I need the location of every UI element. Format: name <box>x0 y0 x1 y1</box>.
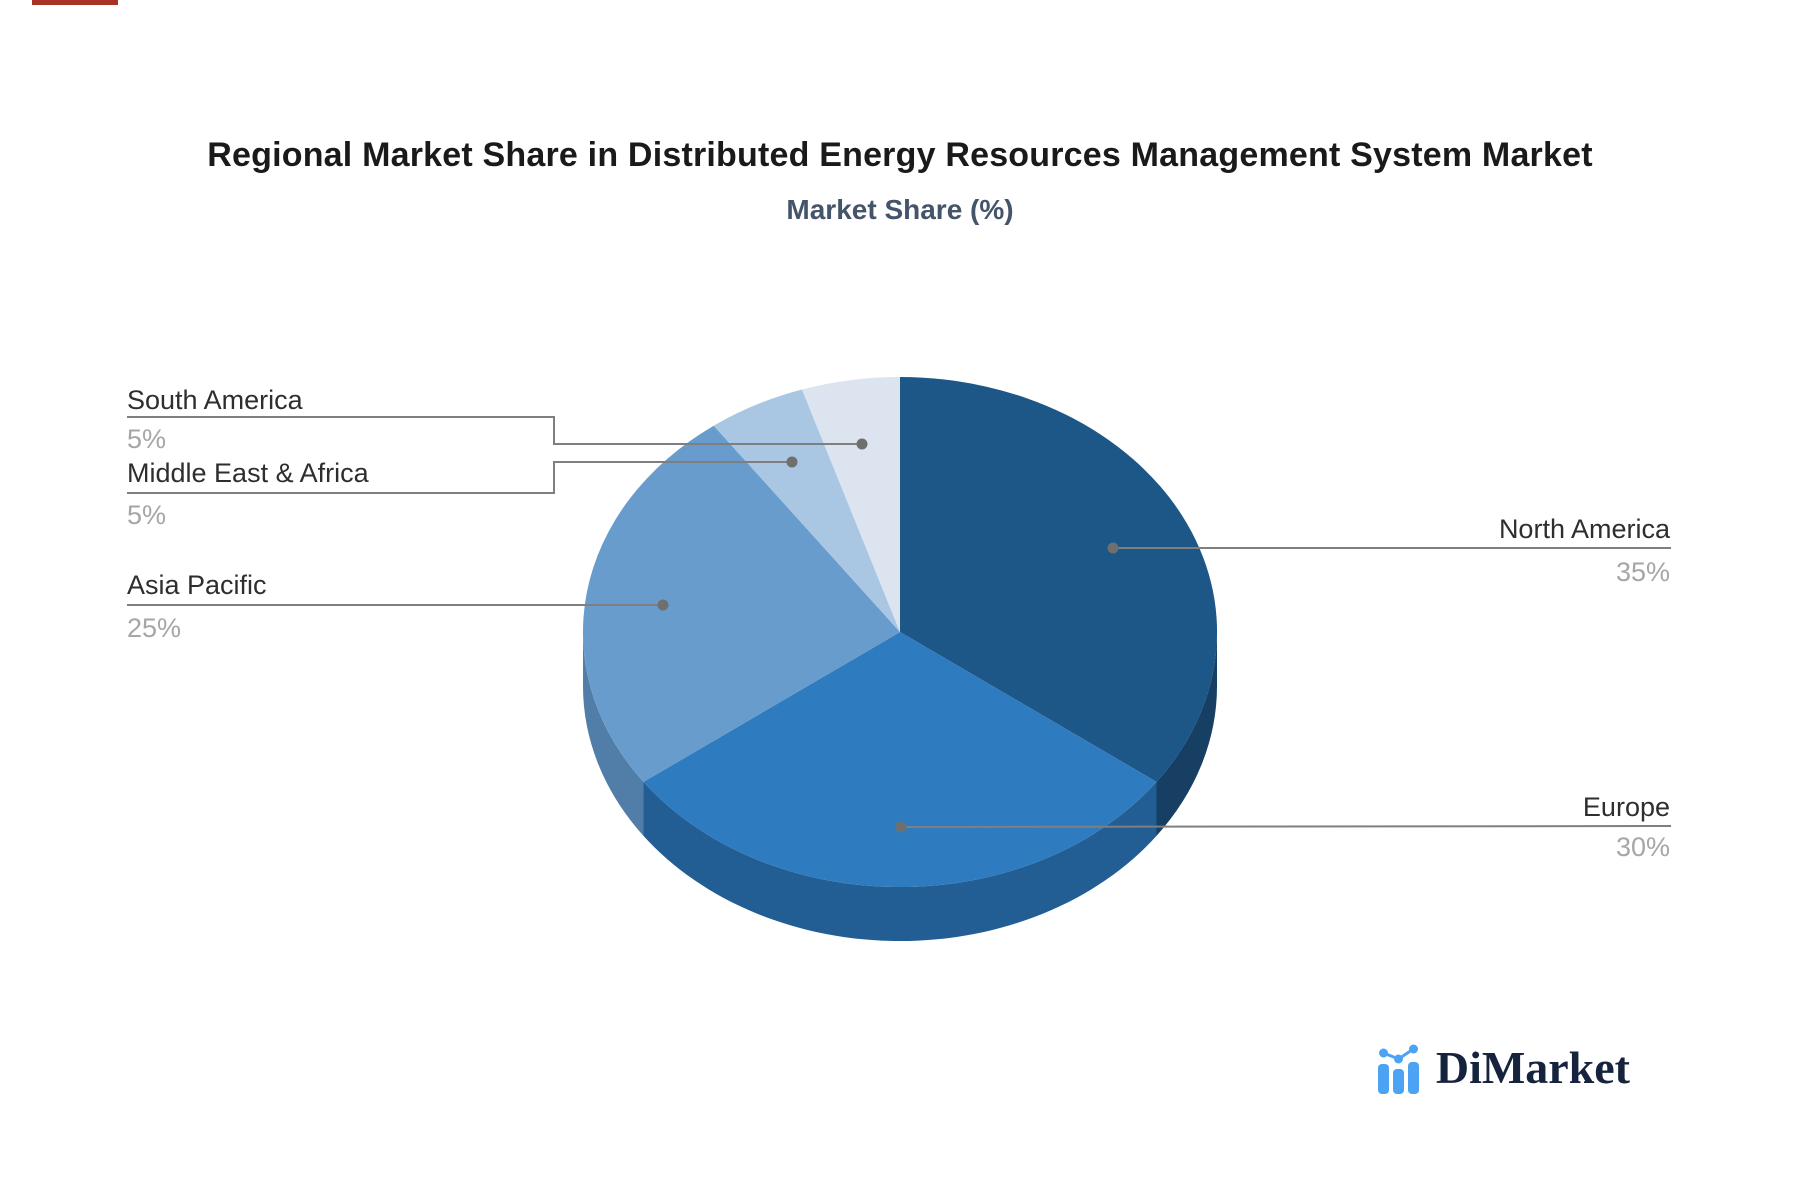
slice-value-asia-pacific: 25% <box>127 613 182 643</box>
logo-bar-1 <box>1377 1064 1389 1094</box>
leader-dot-south-america <box>856 438 868 450</box>
pie-slice-middle-east-africa[interactable] <box>713 389 900 633</box>
leader-dot-europe <box>895 821 907 833</box>
pie-slice-side-north-america <box>1156 632 1217 836</box>
pie-slice-side-asia-pacific <box>583 632 644 836</box>
chart-subtitle: Market Share (%) <box>786 194 1014 225</box>
pie-slice-south-america[interactable] <box>802 377 900 632</box>
leader-line-europe <box>900 825 1672 828</box>
slice-value-europe: 30% <box>1615 832 1670 862</box>
slice-value-north-america: 35% <box>1615 557 1670 587</box>
slice-value-south-america: 5% <box>127 424 167 454</box>
slice-value-middle-east-africa: 5% <box>127 500 167 530</box>
leader-line-south-america <box>127 416 862 445</box>
logo-text: DiMarket <box>1435 1042 1630 1093</box>
slice-label-middle-east-africa: Middle East & Africa <box>127 458 369 488</box>
slice-label-europe: Europe <box>1582 792 1670 822</box>
pie-slice-europe[interactable] <box>643 632 1157 888</box>
pie-slice-north-america[interactable] <box>900 377 1218 782</box>
logo-dot-2 <box>1393 1054 1403 1064</box>
logo-icon <box>1377 1044 1419 1094</box>
leader-dot-asia-pacific <box>657 599 669 611</box>
logo-bar-3 <box>1407 1062 1419 1094</box>
slice-label-north-america: North America <box>1498 514 1670 544</box>
logo-bar-2 <box>1392 1069 1404 1094</box>
brand-logo: DiMarket <box>1374 1038 1630 1098</box>
page-title: Regional Market Share in Distributed Ene… <box>207 136 1593 174</box>
leader-dot-north-america <box>1107 542 1119 554</box>
pie-slice-side-europe <box>643 781 1157 942</box>
logo-dot-1 <box>1378 1048 1388 1058</box>
leader-line-middle-east-africa <box>127 461 792 494</box>
leader-dot-middle-east-africa <box>786 456 798 468</box>
slice-label-asia-pacific: Asia Pacific <box>127 570 267 600</box>
pie-slice-asia-pacific[interactable] <box>582 425 900 782</box>
logo-dot-3 <box>1408 1044 1418 1054</box>
slice-label-south-america: South America <box>127 385 303 415</box>
top-accent-strip <box>32 0 118 5</box>
